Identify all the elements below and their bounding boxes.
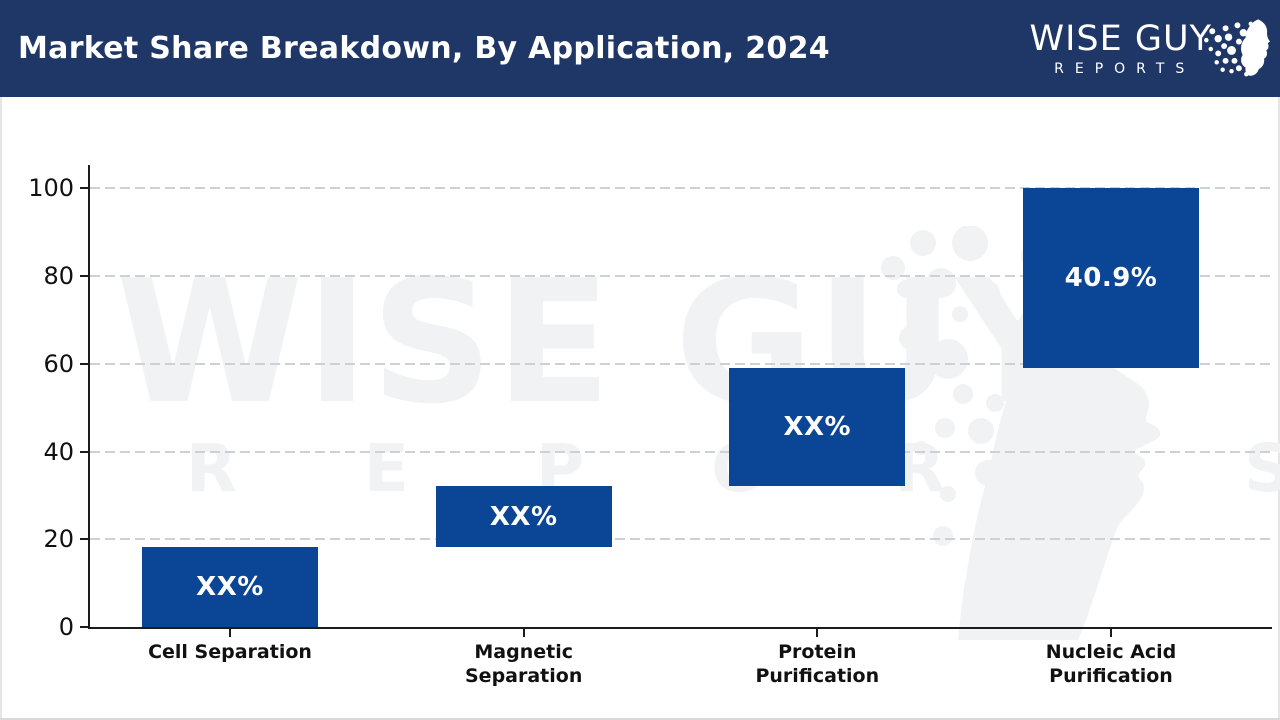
x-tick <box>229 629 231 637</box>
brand-face-icon <box>1204 19 1270 77</box>
bar-value-label: XX% <box>783 411 852 442</box>
x-tick-label: Cell Separation <box>148 641 312 663</box>
bar-value-label: XX% <box>196 572 264 603</box>
gridline <box>90 362 1272 365</box>
y-tick-label: 60 <box>43 349 74 378</box>
y-tick <box>80 450 88 453</box>
y-tick <box>80 187 88 190</box>
header: Market Share Breakdown, By Application, … <box>0 0 1280 97</box>
gridline <box>90 187 1272 190</box>
y-tick-label: 100 <box>28 174 74 203</box>
bar-segment: XX% <box>142 547 318 627</box>
brand-subtitle: REPORTS <box>1054 60 1196 77</box>
gridline <box>90 538 1272 541</box>
brand-logo-text: WISE GUY REPORTS <box>1029 21 1212 77</box>
x-tick <box>1110 629 1112 637</box>
gridline <box>90 275 1272 278</box>
x-tick <box>816 629 819 637</box>
y-axis-spine <box>88 165 90 629</box>
x-tick-label: Nucleic Acid Purification <box>1045 641 1177 688</box>
bar-value-label: 40.9% <box>1064 263 1158 293</box>
bar-value-label: XX% <box>489 501 558 532</box>
y-tick-label: 20 <box>43 525 74 554</box>
bar-segment: 40.9% <box>1023 188 1199 368</box>
x-tick <box>522 629 525 637</box>
page-title: Market Share Breakdown, By Application, … <box>18 31 830 66</box>
x-axis-spine <box>88 627 1272 629</box>
y-tick <box>80 362 88 365</box>
y-tick-label: 0 <box>58 613 74 641</box>
brand-name: WISE GUY <box>1029 19 1212 60</box>
brand-logo: WISE GUY REPORTS <box>1029 7 1270 91</box>
y-tick-label: 80 <box>43 262 74 291</box>
y-tick <box>80 626 88 628</box>
y-tick <box>80 538 88 541</box>
bar-segment: XX% <box>435 486 612 548</box>
gridline <box>90 450 1272 453</box>
y-tick <box>80 275 88 278</box>
y-tick-label: 40 <box>43 437 74 466</box>
bar-segment: XX% <box>729 367 906 487</box>
x-tick-label: Magnetic Separation <box>465 641 583 688</box>
x-tick-label: Protein Purification <box>755 641 880 688</box>
